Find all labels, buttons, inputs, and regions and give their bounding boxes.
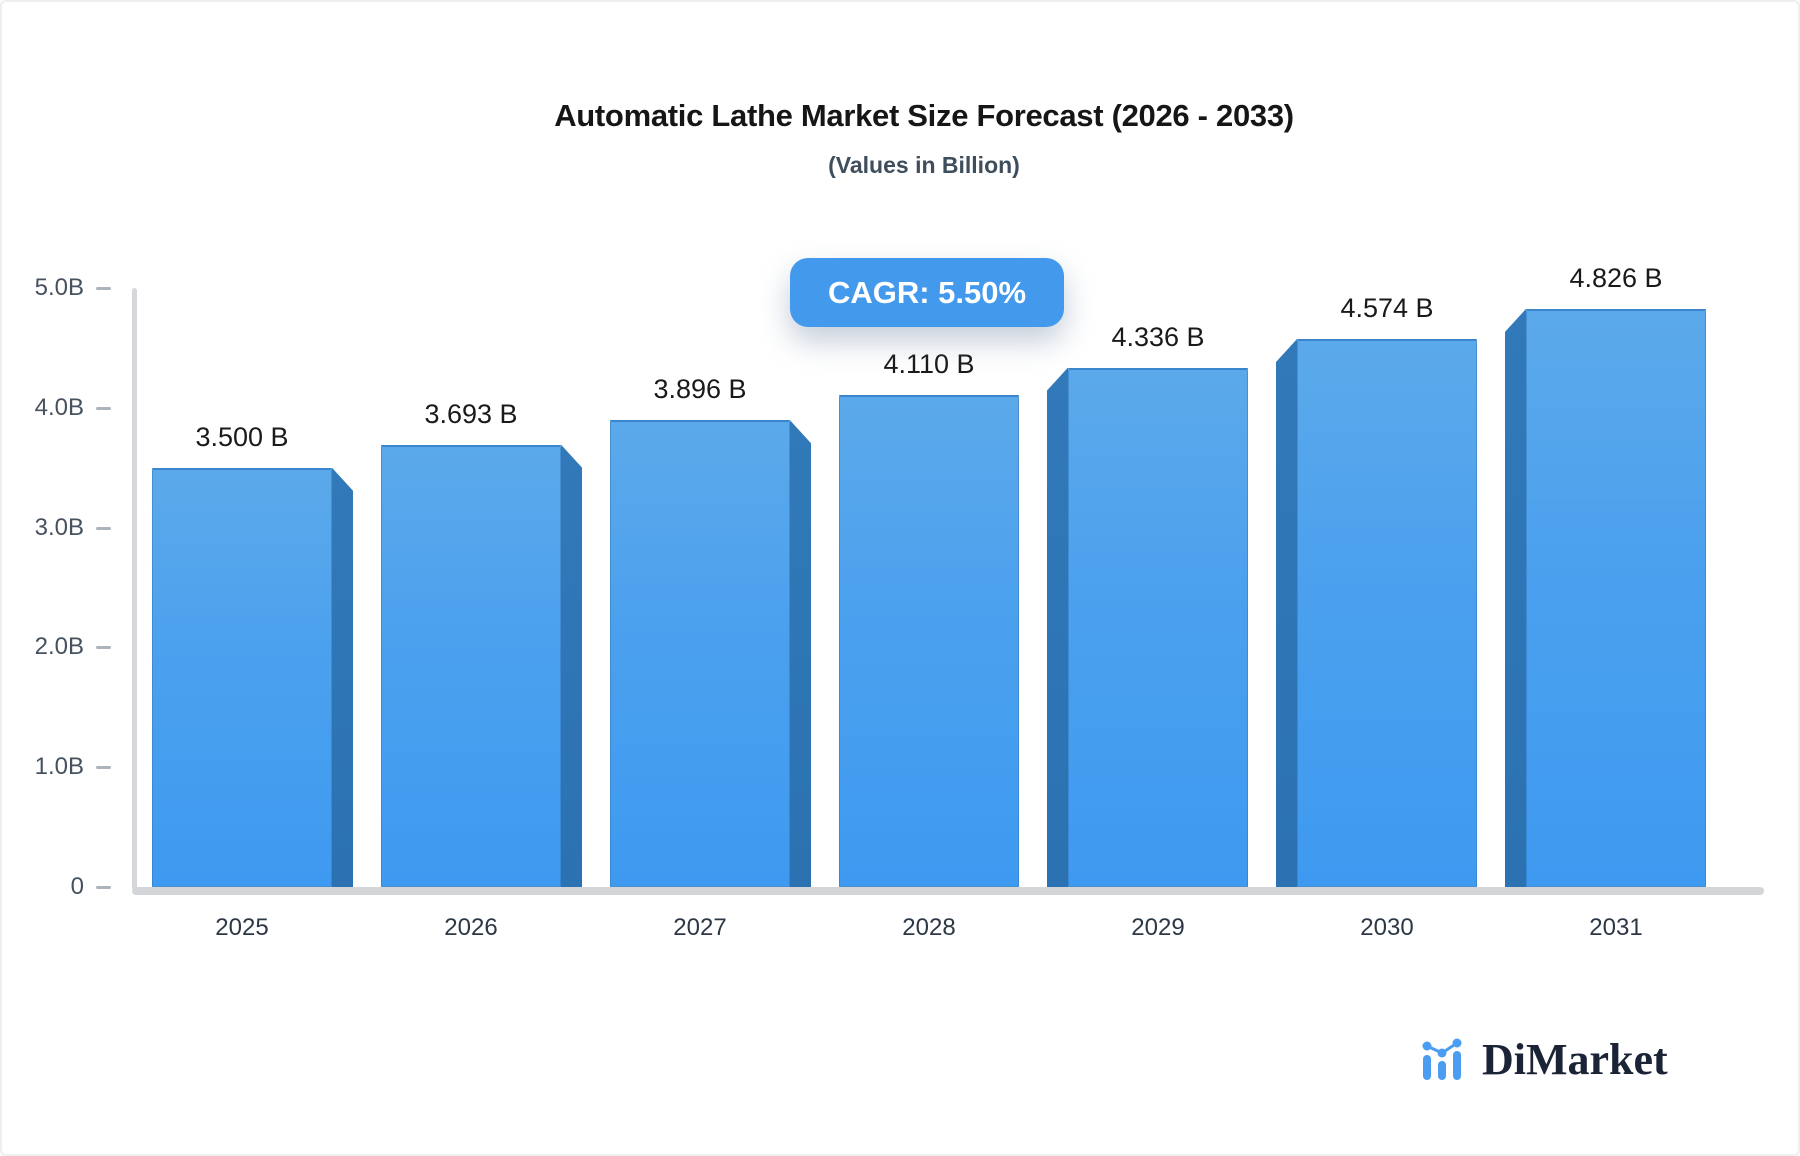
bar-2028 [839, 394, 1019, 887]
bar-2026 [381, 444, 561, 887]
bar-side-face [1276, 339, 1297, 887]
y-tick-dash [96, 766, 111, 770]
bar-side-face [561, 444, 582, 887]
bar-2031 [1526, 308, 1706, 887]
y-tick-dash [96, 646, 111, 650]
y-tick-dash [96, 886, 111, 889]
bar-side-face [1505, 308, 1526, 887]
x-tick-label: 2029 [1131, 914, 1185, 941]
y-tick-label: 0 [70, 873, 84, 900]
y-tick-label: 4.0B [34, 393, 84, 421]
x-tick-label: 2025 [215, 914, 269, 941]
y-tick-dash [96, 406, 111, 410]
y-axis-line [132, 288, 137, 890]
cagr-badge: CAGR: 5.50% [790, 258, 1064, 327]
bar-side-face [1047, 367, 1068, 887]
dimarket-logo: DiMarket [1420, 1038, 1668, 1082]
x-tick-label: 2027 [673, 914, 727, 941]
bar-value-label: 4.574 B [1340, 293, 1434, 324]
chart-subtitle: (Values in Billion) [828, 152, 1020, 178]
x-tick-label: 2026 [444, 914, 498, 941]
y-tick-label: 1.0B [34, 753, 84, 781]
bar-2027 [610, 420, 790, 887]
logo-text: DiMarket [1482, 1035, 1668, 1084]
bar-value-label: 4.826 B [1569, 262, 1663, 293]
bar-side-face [790, 420, 811, 887]
chart-title: Automatic Lathe Market Size Forecast (20… [554, 98, 1294, 133]
bar-2025 [152, 467, 332, 887]
y-tick-dash [96, 526, 111, 530]
bar-line-chart-icon [1422, 1038, 1462, 1080]
y-tick-label: 5.0B [34, 274, 84, 301]
bar-value-label: 3.896 B [653, 374, 747, 405]
bar-value-label: 3.693 B [424, 398, 518, 429]
x-axis-baseline [132, 887, 1764, 895]
bar-2030 [1297, 339, 1477, 887]
bar-value-label: 3.500 B [195, 421, 289, 452]
bar-value-label: 4.110 B [883, 348, 975, 379]
bar-value-label: 4.336 B [1111, 321, 1205, 352]
x-tick-label: 2028 [902, 914, 956, 941]
y-tick-label: 2.0B [34, 633, 84, 661]
x-tick-label: 2030 [1360, 914, 1414, 941]
y-tick-dash [96, 287, 111, 290]
y-tick-label: 3.0B [34, 513, 84, 541]
x-tick-label: 2031 [1589, 914, 1643, 941]
bar-2029 [1068, 367, 1248, 887]
bar-side-face [332, 467, 353, 887]
